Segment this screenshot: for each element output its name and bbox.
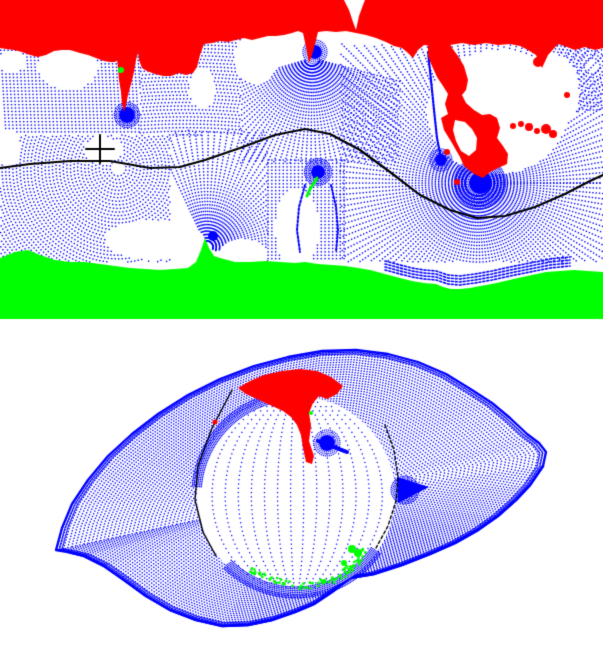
torus-3d-canvas xyxy=(0,332,603,645)
planar-map-canvas xyxy=(0,0,603,332)
